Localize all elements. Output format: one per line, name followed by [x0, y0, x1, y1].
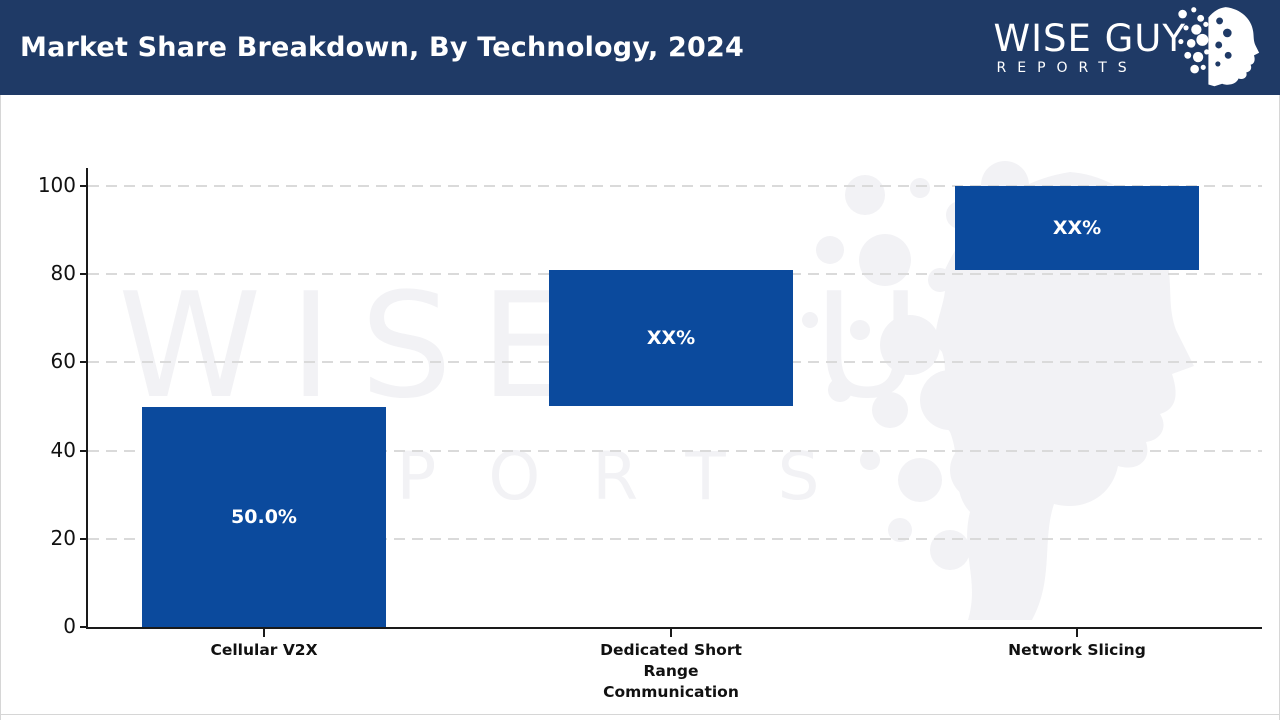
y-tick-label-60: 60 — [50, 349, 76, 374]
y-tick-mark-80 — [80, 273, 88, 276]
watermark-head-icon — [802, 161, 1194, 620]
y-tick-label-20: 20 — [50, 525, 76, 550]
page-title: Market Share Breakdown, By Technology, 2… — [20, 32, 745, 63]
brand-subname: REPORTS — [996, 60, 1138, 76]
y-tick-label-80: 80 — [50, 261, 76, 286]
panel-border-bottom — [0, 714, 1280, 715]
y-tick-mark-60 — [80, 361, 88, 364]
bar-value-label-dedicated-short-range-communication: XX% — [646, 327, 696, 350]
x-category-label-line: Dedicated Short — [600, 641, 742, 659]
y-tick-mark-20 — [80, 537, 88, 540]
y-tick-mark-0 — [80, 626, 88, 628]
x-category-label-line: Cellular V2X — [210, 641, 318, 659]
bar-value-label-network-slicing: XX% — [1052, 216, 1102, 239]
x-category-label-line: Network Slicing — [1008, 641, 1146, 659]
bar-value-label-cellular-v2x: 50.0% — [231, 505, 297, 528]
y-tick-mark-40 — [80, 449, 88, 452]
y-tick-label-0: 0 — [63, 614, 76, 638]
x-category-label-line: Communication — [603, 683, 739, 701]
x-tick-mark-cellular-v2x — [263, 629, 265, 637]
title-bar: Market Share Breakdown, By Technology, 2… — [0, 0, 1280, 95]
x-category-label-network-slicing: Network Slicing — [947, 640, 1207, 661]
panel-border-left — [0, 95, 1, 720]
brand-name: WISE GUY — [993, 17, 1186, 60]
x-category-label-dedicated-short-range-communication: Dedicated Short Range Communication — [541, 640, 801, 703]
bar-dedicated-short-range-communication: XX% — [549, 269, 793, 407]
bar-network-slicing: XX% — [955, 186, 1199, 270]
x-tick-mark-dedicated-short-range-communication — [670, 629, 672, 637]
gridline-20 — [88, 537, 1262, 540]
brand-logo: WISE GUY REPORTS — [994, 6, 1260, 89]
gridline-40 — [88, 449, 1262, 452]
x-axis — [86, 627, 1262, 629]
y-tick-mark-100 — [80, 185, 88, 187]
x-category-label-cellular-v2x: Cellular V2X — [134, 640, 394, 661]
logo-head-icon — [1178, 6, 1260, 86]
gridline-100 — [88, 185, 1262, 187]
x-category-label-line: Range — [643, 662, 699, 680]
y-tick-label-100: 100 — [37, 173, 76, 197]
y-tick-label-40: 40 — [50, 437, 76, 462]
y-axis — [86, 168, 88, 629]
brand-logo-text: WISE GUY REPORTS — [994, 20, 1186, 75]
bar-cellular-v2x: 50.0% — [142, 406, 386, 627]
x-tick-mark-network-slicing — [1076, 629, 1078, 637]
